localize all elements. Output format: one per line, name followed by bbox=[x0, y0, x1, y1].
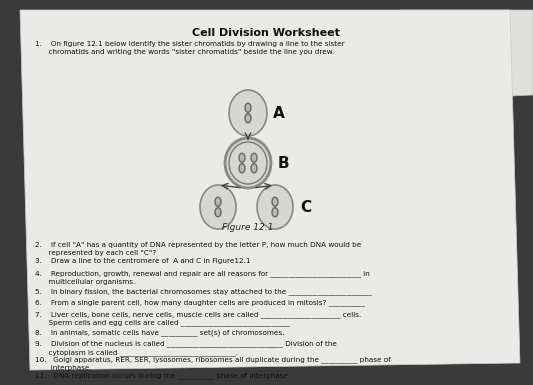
Ellipse shape bbox=[251, 164, 257, 173]
Text: Figure 12.1: Figure 12.1 bbox=[222, 223, 273, 232]
Ellipse shape bbox=[239, 153, 245, 162]
Text: 10.   Golgi apparatus, RER, SER, lysosomes, ribosomes all duplicate during the _: 10. Golgi apparatus, RER, SER, lysosomes… bbox=[35, 356, 391, 371]
Ellipse shape bbox=[245, 114, 251, 123]
Text: B: B bbox=[278, 156, 289, 171]
Text: 3.    Draw a line to the centromere of  A and C in Figure12.1: 3. Draw a line to the centromere of A an… bbox=[35, 258, 251, 264]
Text: 2.    If cell "A" has a quantity of DNA represented by the letter P, how much DN: 2. If cell "A" has a quantity of DNA rep… bbox=[35, 242, 361, 256]
Text: A: A bbox=[273, 105, 285, 121]
Text: C: C bbox=[300, 199, 311, 214]
Ellipse shape bbox=[215, 208, 221, 217]
Polygon shape bbox=[20, 10, 520, 370]
Text: 7.    Liver cells, bone cells, nerve cells, muscle cells are called ____________: 7. Liver cells, bone cells, nerve cells,… bbox=[35, 311, 361, 326]
Text: Cell Division Worksheet: Cell Division Worksheet bbox=[192, 28, 340, 38]
Text: 11.   DNA replication occurs during the __________ phase of interphase.: 11. DNA replication occurs during the __… bbox=[35, 372, 290, 379]
Text: 6.    From a single parent cell, how many daughter cells are produced in mitosis: 6. From a single parent cell, how many d… bbox=[35, 299, 365, 306]
Ellipse shape bbox=[272, 197, 278, 206]
Ellipse shape bbox=[229, 90, 267, 136]
Ellipse shape bbox=[251, 153, 257, 162]
Ellipse shape bbox=[200, 185, 236, 229]
Text: 1.    On figure 12.1 below identify the sister chromatids by drawing a line to t: 1. On figure 12.1 below identify the sis… bbox=[35, 41, 345, 55]
Ellipse shape bbox=[257, 185, 293, 229]
Text: 4.    Reproduction, growth, renewal and repair are all reasons for _____________: 4. Reproduction, growth, renewal and rep… bbox=[35, 270, 370, 285]
Ellipse shape bbox=[272, 208, 278, 217]
Ellipse shape bbox=[215, 197, 221, 206]
Ellipse shape bbox=[229, 142, 267, 184]
Text: 9.    Division of the nucleus is called ________________________________ Divisio: 9. Division of the nucleus is called ___… bbox=[35, 340, 337, 355]
Ellipse shape bbox=[225, 138, 271, 188]
Ellipse shape bbox=[245, 103, 251, 112]
Polygon shape bbox=[400, 10, 533, 100]
Text: 5.    In binary fission, the bacterial chromosomes stay attached to the ________: 5. In binary fission, the bacterial chro… bbox=[35, 288, 372, 295]
Text: 8.    In animals, somatic cells have __________ set(s) of chromosomes.: 8. In animals, somatic cells have ______… bbox=[35, 329, 285, 336]
Ellipse shape bbox=[239, 164, 245, 173]
